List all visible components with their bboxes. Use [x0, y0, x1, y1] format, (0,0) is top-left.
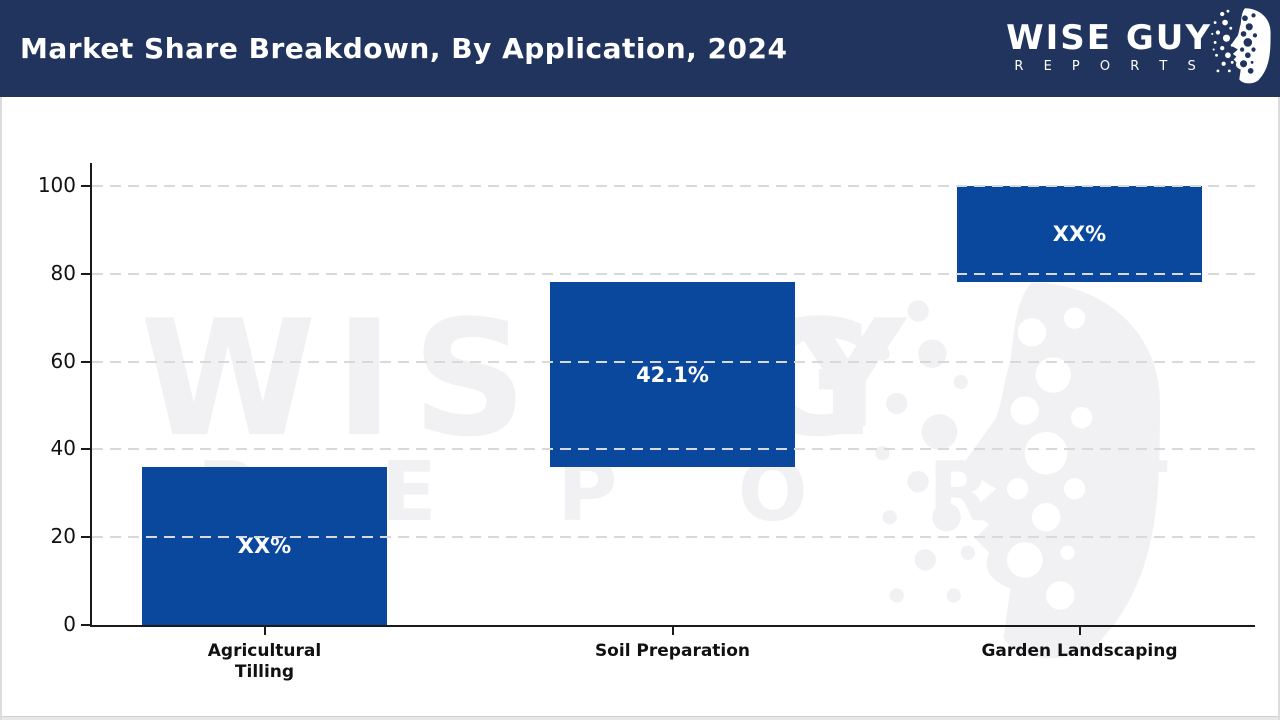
- wiseguy-face-icon: [1211, 8, 1271, 84]
- logo-sub-text: R E P O R T S: [1014, 58, 1204, 74]
- y-axis-line: [90, 163, 92, 627]
- wiseguy-logo: WISE GUY R E P O R T S: [1006, 6, 1272, 86]
- y-tick-label-20: 20: [50, 524, 76, 549]
- x-label-agricultural-tilling: Agricultural Tilling: [105, 641, 425, 683]
- logo-name-text: WISE GUY: [1006, 17, 1212, 58]
- bar-value-label-garden-landscaping: XX%: [1052, 222, 1107, 247]
- bar-garden-landscaping: XX%: [957, 186, 1202, 283]
- y-tick-0: [81, 624, 90, 626]
- page-title: Market Share Breakdown, By Application, …: [20, 32, 788, 65]
- watermark-face-icon: [875, 282, 1160, 659]
- bottom-border: [2, 716, 1278, 720]
- y-tick-40: [81, 448, 90, 451]
- x-tick-soil-preparation: [671, 627, 674, 635]
- y-tick-label-60: 60: [50, 348, 76, 373]
- x-tick-garden-landscaping: [1078, 627, 1081, 635]
- x-label-line: Garden Landscaping: [981, 641, 1178, 661]
- chart-area: WISE G Y R E P O R T S 0 20 40 60 80 100 XX% 42…: [0, 97, 1280, 720]
- y-tick-label-40: 40: [50, 436, 76, 461]
- y-tick-60: [81, 360, 90, 363]
- y-tick-100: [81, 185, 90, 187]
- x-label-line: Soil Preparation: [594, 641, 751, 661]
- x-label-line: Agricultural: [207, 641, 322, 661]
- header-bar: Market Share Breakdown, By Application, …: [0, 0, 1280, 97]
- watermark-text-y: Y: [790, 285, 906, 472]
- y-tick-label-80: 80: [50, 260, 76, 285]
- x-label-garden-landscaping: Garden Landscaping: [920, 641, 1240, 662]
- bar-soil-preparation: 42.1%: [550, 282, 795, 467]
- bar-agricultural-tilling: XX%: [142, 466, 387, 625]
- gridline-80: [92, 272, 1255, 275]
- wiseguy-logo-text: WISE GUY R E P O R T S: [1006, 19, 1212, 74]
- gridline-20: [92, 536, 1255, 539]
- y-tick-label-0: 0: [63, 612, 76, 636]
- y-tick-80: [81, 272, 90, 275]
- x-axis-line: [90, 625, 1255, 627]
- gridline-60: [92, 360, 1255, 363]
- x-label-soil-preparation: Soil Preparation: [513, 641, 833, 662]
- x-label-line: Tilling: [234, 662, 295, 682]
- y-tick-label-100: 100: [37, 173, 76, 197]
- gridline-40: [92, 448, 1255, 451]
- gridline-100: [92, 185, 1255, 187]
- x-tick-agricultural-tilling: [263, 627, 266, 635]
- y-tick-20: [81, 536, 90, 539]
- bar-value-label-soil-preparation: 42.1%: [636, 362, 709, 387]
